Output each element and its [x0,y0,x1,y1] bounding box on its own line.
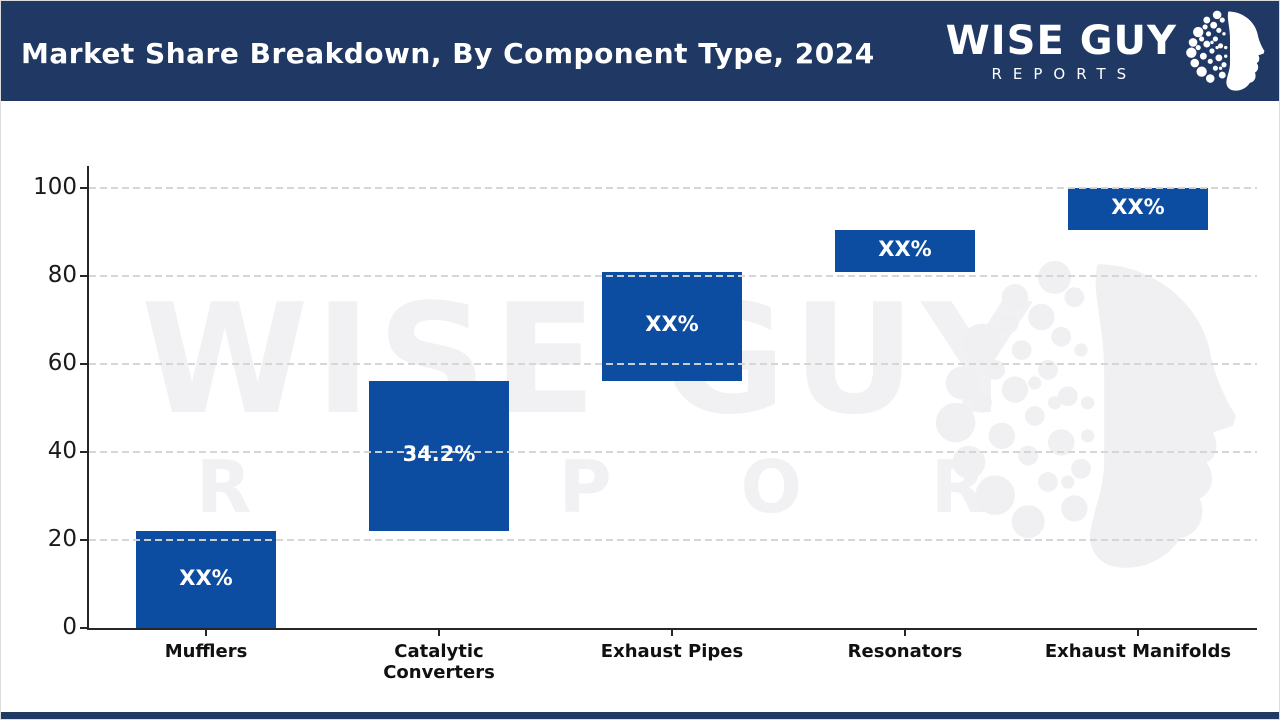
page-title: Market Share Breakdown, By Component Typ… [21,37,875,70]
bar-value-label: XX% [1111,194,1165,219]
x-category-label: Mufflers [164,641,248,662]
bar-value-label: XX% [645,312,699,337]
y-axis-tick [80,363,89,365]
y-axis-tick-label: 60 [47,350,77,376]
x-axis-tick [904,629,906,636]
x-category-label: Catalytic Converters [383,641,495,683]
x-category-label: Exhaust Pipes [600,641,744,662]
bar-value-label: XX% [179,565,233,590]
y-axis-line [87,166,89,630]
y-axis-tick [80,539,89,541]
grid-line [89,539,1257,541]
y-axis-tick [80,275,89,277]
x-axis-tick [438,629,440,636]
bar-segment [136,531,276,628]
y-axis-tick [80,187,89,189]
bar-segment [1068,188,1208,230]
bar-value-label: 34.2% [402,441,476,466]
bar-segment [835,229,975,272]
y-axis-tick [80,451,89,453]
logo-text: WISE GUY REPORTS [946,19,1177,83]
grid-line [89,451,1257,453]
y-axis-tick-label: 40 [47,438,77,464]
y-axis-tick [80,627,89,629]
logo: WISE GUY REPORTS [946,7,1267,95]
x-category-label: Exhaust Manifolds [1044,641,1232,662]
x-axis-tick [1137,629,1139,636]
footer-bar [1,712,1279,719]
watermark-wordmark: WISE GUY [141,271,1038,448]
x-axis-line [87,628,1257,630]
grid-line [89,363,1257,365]
y-axis-tick-label: 20 [47,526,77,552]
x-axis-tick [205,629,207,636]
x-category-label: Resonators [847,641,963,662]
logo-wordmark: WISE GUY [945,18,1177,64]
bar-value-label: XX% [878,236,932,261]
grid-line [89,187,1257,189]
x-axis-tick [671,629,673,636]
y-axis-tick-label: 0 [62,614,77,640]
y-axis-tick-label: 80 [47,262,77,288]
logo-head-icon [1186,10,1265,91]
logo-subtext: REPORTS [991,65,1138,83]
watermark-head-graphic [935,260,1237,568]
header-bar: Market Share Breakdown, By Component Typ… [1,1,1279,101]
y-axis-tick-label: 100 [33,174,77,200]
bar-segment [369,380,509,532]
bar-segment [602,271,742,381]
grid-line [89,275,1257,277]
